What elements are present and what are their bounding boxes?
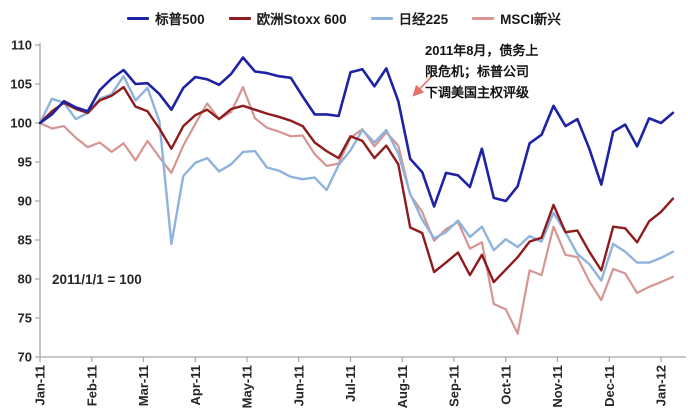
x-tick-label: Jan-11 [33,365,48,405]
x-tick-label: May-11 [240,365,255,408]
x-tick-label: Jul-11 [343,365,358,402]
x-tick-label: Aug-11 [395,365,410,408]
annotation-line: 限危机；标普公司 [425,64,530,79]
x-tick-label: Jan-12 [654,365,669,406]
x-tick-label: Jun-11 [291,365,306,406]
legend-swatch-icon [472,16,495,20]
y-tick-label: 110 [11,38,32,53]
baseline-note: 2011/1/1 = 100 [52,272,142,287]
y-tick-label: 105 [10,77,32,92]
annotation-text: 2011年8月，债务上 限危机；标普公司 下调美国主权评级 [425,40,600,103]
legend: 标普500 欧洲Stoxx 600 日经225 MSCI新兴 [0,8,688,28]
x-tick-label: Mar-11 [136,365,151,406]
legend-item-sp500: 标普500 [127,8,205,28]
y-tick-label: 75 [18,311,32,326]
series-line-nikkei225 [38,74,675,282]
y-tick-label: 90 [18,194,32,209]
series-line-msci-em [38,85,675,335]
x-tick-label: Oct-11 [498,365,513,405]
legend-label: 日经225 [398,12,449,27]
legend-swatch-icon [228,16,251,20]
annotation-line: 2011年8月，债务上 [425,43,539,58]
x-tick-label: Apr-11 [188,365,203,405]
legend-item-stoxx600: 欧洲Stoxx 600 [228,8,347,28]
legend-label: 欧洲Stoxx 600 [256,12,347,27]
annotation-line: 下调美国主权评级 [425,85,530,100]
x-tick-label: Nov-11 [550,365,565,408]
y-tick-label: 100 [10,116,32,131]
y-tick-label: 95 [18,155,32,170]
legend-item-nikkei225: 日经225 [370,8,449,28]
legend-label: 标普500 [155,12,205,27]
legend-item-msci-em: MSCI新兴 [472,8,561,28]
series-line-stoxx600 [38,85,675,284]
y-tick-label: 80 [18,272,32,287]
y-tick-label: 70 [18,350,32,365]
legend-swatch-icon [370,16,393,20]
legend-label: MSCI新兴 [500,12,561,27]
annotation-arrow-icon [412,75,433,97]
series-line-sp500 [38,56,675,208]
legend-swatch-icon [127,16,150,20]
x-tick-label: Dec-11 [602,365,617,407]
y-tick-label: 85 [18,233,32,248]
x-tick-label: Feb-11 [84,365,99,406]
x-tick-label: Sep-11 [447,365,462,407]
